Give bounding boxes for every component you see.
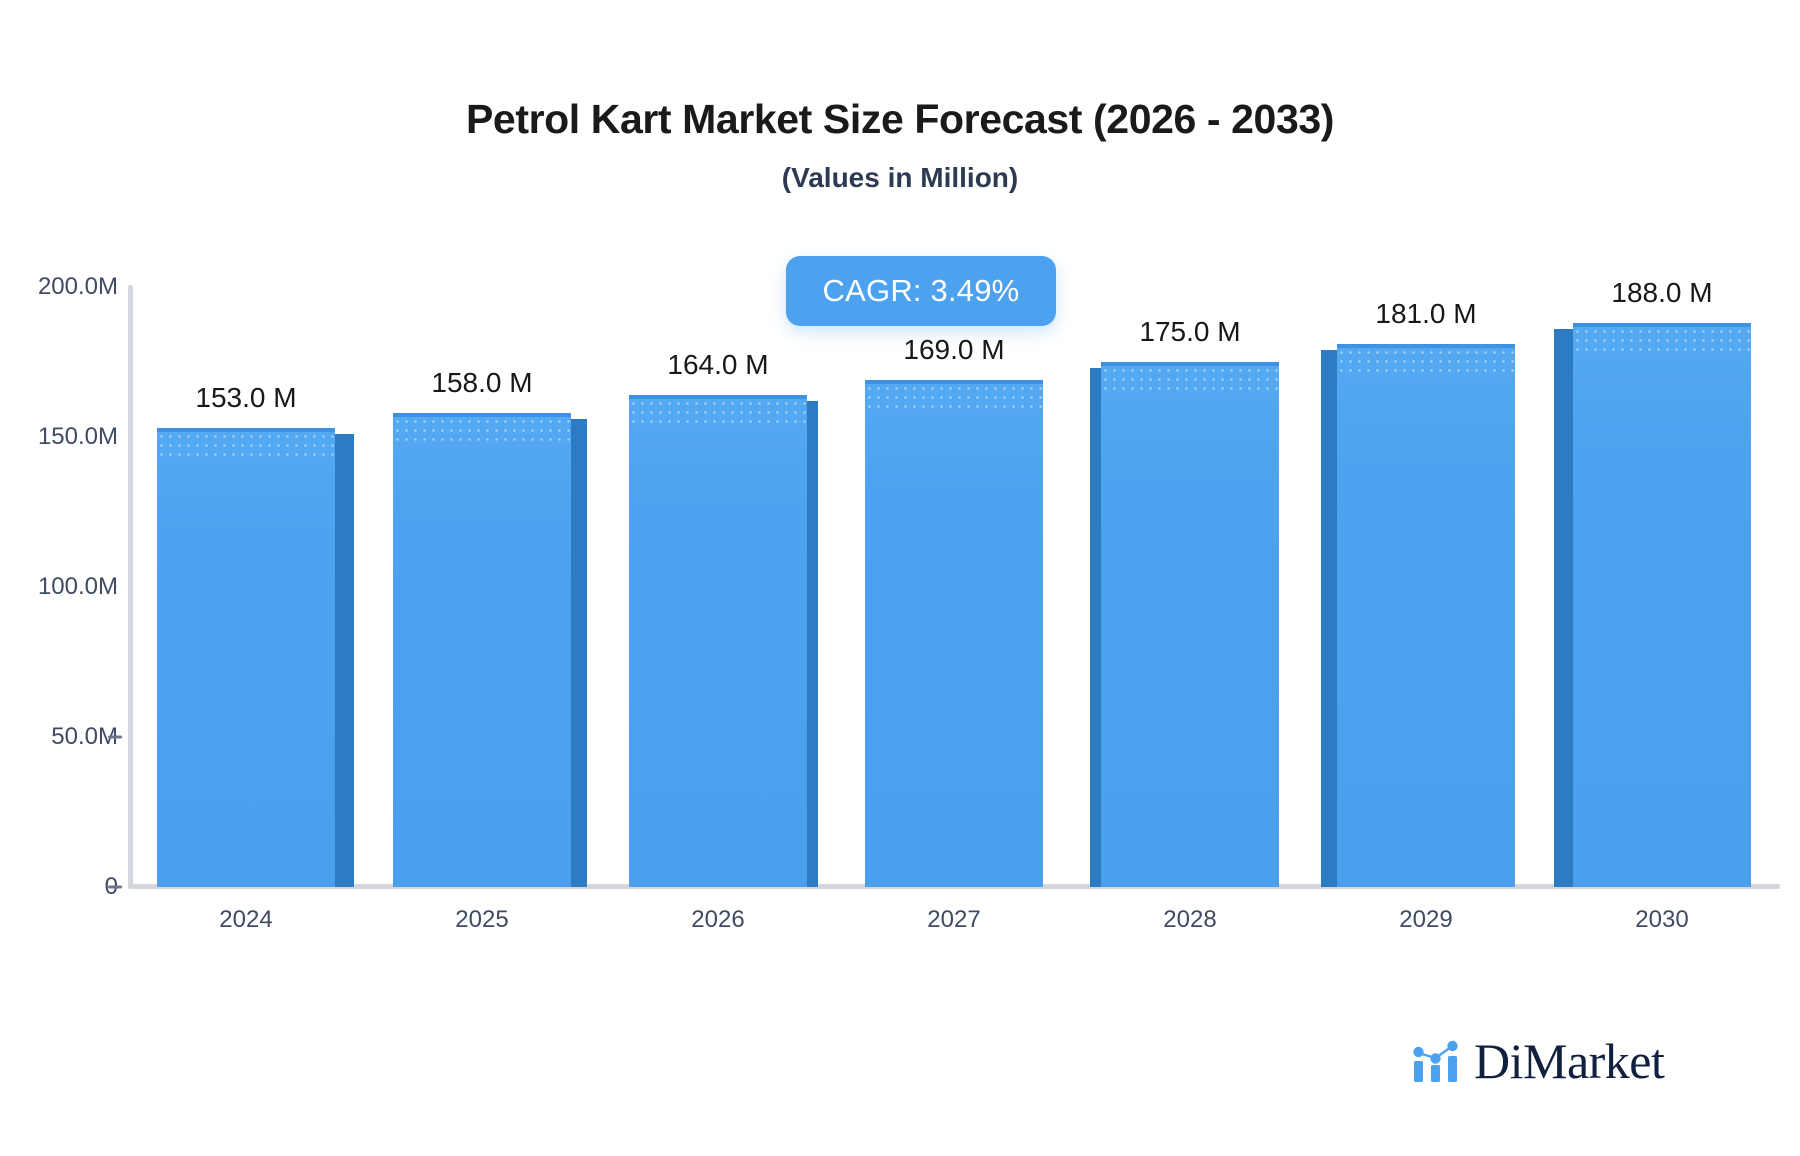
bar-front-face: [1573, 323, 1751, 887]
bar-series: 153.0 M 158.0 M 164.0 M 169.0 M 175.0 M 181.0…: [157, 277, 1751, 887]
bar-side-face: [1554, 329, 1573, 887]
x-tick-label: 2029: [1399, 906, 1453, 933]
bar-side-face: [807, 401, 818, 887]
bar-column: 188.0 M: [1554, 277, 1751, 887]
bar-value-label: 164.0 M: [667, 349, 769, 380]
bar-column: 175.0 M: [1090, 316, 1279, 887]
x-tick-label: 2028: [1163, 906, 1217, 933]
bar-value-label: 175.0 M: [1139, 316, 1241, 347]
bar-column: 158.0 M: [393, 367, 587, 887]
y-axis-line: [128, 285, 133, 885]
bar-column: 164.0 M: [629, 349, 818, 887]
y-tick-mark: [108, 885, 122, 889]
chart-title: Petrol Kart Market Size Forecast (2026 -…: [465, 96, 1335, 142]
bar-side-face: [1090, 368, 1101, 887]
x-tick-label: 2025: [455, 906, 509, 933]
bar-value-label: 169.0 M: [903, 334, 1005, 365]
bar-column: 181.0 M: [1321, 298, 1515, 887]
x-tick-label: 2027: [927, 906, 981, 933]
cagr-badge: CAGR: 3.49%: [786, 256, 1056, 326]
x-tick-label: 2030: [1635, 906, 1689, 933]
bar-value-label: 153.0 M: [195, 382, 297, 413]
bar-front-face: [629, 395, 807, 887]
y-tick-mark: [108, 735, 122, 739]
bar-value-label: 181.0 M: [1375, 298, 1477, 329]
x-tick-label: 2026: [691, 906, 745, 933]
chart-subtitle: (Values in Million): [781, 162, 1019, 193]
y-tick-label: 200.0M: [37, 273, 118, 300]
x-tick-label: 2024: [219, 906, 273, 933]
bar-front-face: [1337, 344, 1515, 887]
bar-side-face: [571, 419, 587, 887]
bar-value-label: 158.0 M: [431, 367, 533, 398]
bar-side-face: [335, 434, 354, 887]
y-tick-label: 50.0M: [51, 723, 118, 750]
bar-side-face: [1321, 350, 1337, 887]
y-tick-label: 100.0M: [37, 573, 118, 600]
bar-column: 153.0 M: [157, 382, 354, 887]
bar-front-face: [393, 413, 571, 887]
dimarket-logo: DiMarket: [1412, 1033, 1665, 1089]
bar-column: 169.0 M: [865, 334, 1043, 887]
bar-front-face: [1101, 362, 1279, 887]
logo-wordmark: DiMarket: [1474, 1033, 1665, 1089]
bar-value-label: 188.0 M: [1611, 277, 1713, 308]
bar-front-face: [865, 380, 1043, 887]
y-tick-label: 150.0M: [37, 423, 118, 450]
bar-chart-logo-icon: [1412, 1039, 1460, 1083]
bar-front-face: [157, 428, 335, 887]
